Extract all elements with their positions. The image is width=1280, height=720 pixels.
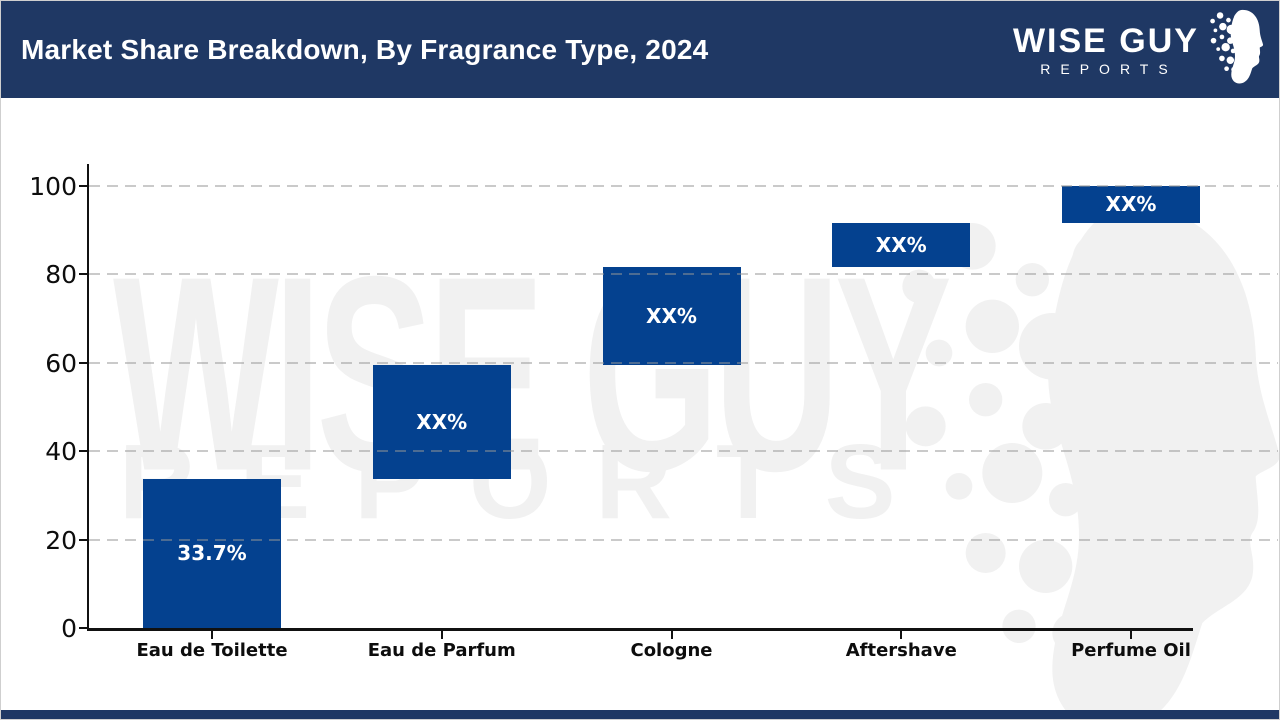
bar-eau-de-toilette: 33.7% <box>143 478 281 628</box>
y-axis-spine <box>87 164 89 631</box>
y-axis-tick-label: 80 <box>45 260 77 289</box>
logo-subtitle: REPORTS <box>1040 60 1178 77</box>
gridline <box>89 450 1278 452</box>
gridline <box>89 361 1278 364</box>
y-axis-tick <box>79 184 87 187</box>
chart-title: Market Share Breakdown, By Fragrance Typ… <box>21 33 709 65</box>
y-axis-tick <box>79 361 87 364</box>
watermark-wordmark: WISE GUY <box>113 220 952 530</box>
y-axis-tick-label: 0 <box>61 614 77 643</box>
bar-aftershave: XX% <box>832 223 971 268</box>
gridline <box>89 273 1278 275</box>
bar-value-label: XX% <box>1105 192 1157 217</box>
x-axis-tick <box>440 631 443 639</box>
logo-text: WISE GUY REPORTS <box>1013 23 1199 77</box>
y-axis-tick <box>79 538 87 541</box>
bar-cologne: XX% <box>602 267 741 365</box>
x-axis-category-label: Eau de Toilette <box>136 640 288 661</box>
x-axis-category-label: Perfume Oil <box>1071 640 1191 661</box>
y-axis-tick-label: 100 <box>29 171 77 201</box>
head-profile-icon <box>1210 9 1264 84</box>
bar-value-label: XX% <box>875 233 927 258</box>
x-axis-category-label: Eau de Parfum <box>367 640 516 661</box>
y-axis-tick <box>79 273 87 275</box>
logo-wordmark: WISE GUY <box>1012 21 1199 60</box>
gridline <box>89 184 1278 187</box>
x-axis-spine <box>87 628 1193 631</box>
bar-value-label: XX% <box>416 409 468 434</box>
x-axis-tick <box>1130 631 1132 639</box>
y-axis-tick <box>79 450 87 452</box>
x-axis-category-label: Cologne <box>630 640 713 661</box>
bar-perfume-oil: XX% <box>1062 185 1200 224</box>
y-axis-tick-label: 40 <box>45 437 77 466</box>
y-axis-tick-label: 20 <box>45 525 77 555</box>
x-axis-tick <box>211 631 213 639</box>
footer-bar <box>1 710 1279 719</box>
y-axis-tick-label: 60 <box>45 348 77 378</box>
x-axis-tick <box>900 631 903 639</box>
bar-eau-de-parfum: XX% <box>372 364 511 479</box>
x-axis-tick <box>670 631 673 639</box>
x-axis-category-label: Aftershave <box>845 640 957 661</box>
y-axis-tick <box>79 627 87 629</box>
bar-value-label: XX% <box>646 304 697 329</box>
bar-value-label: 33.7% <box>177 541 247 566</box>
watermark-head-graphic <box>902 206 1279 719</box>
wise-guy-reports-logo: WISE GUY REPORTS <box>1013 8 1279 92</box>
gridline <box>89 538 1278 541</box>
header-bar: Market Share Breakdown, By Fragrance Typ… <box>1 1 1279 98</box>
